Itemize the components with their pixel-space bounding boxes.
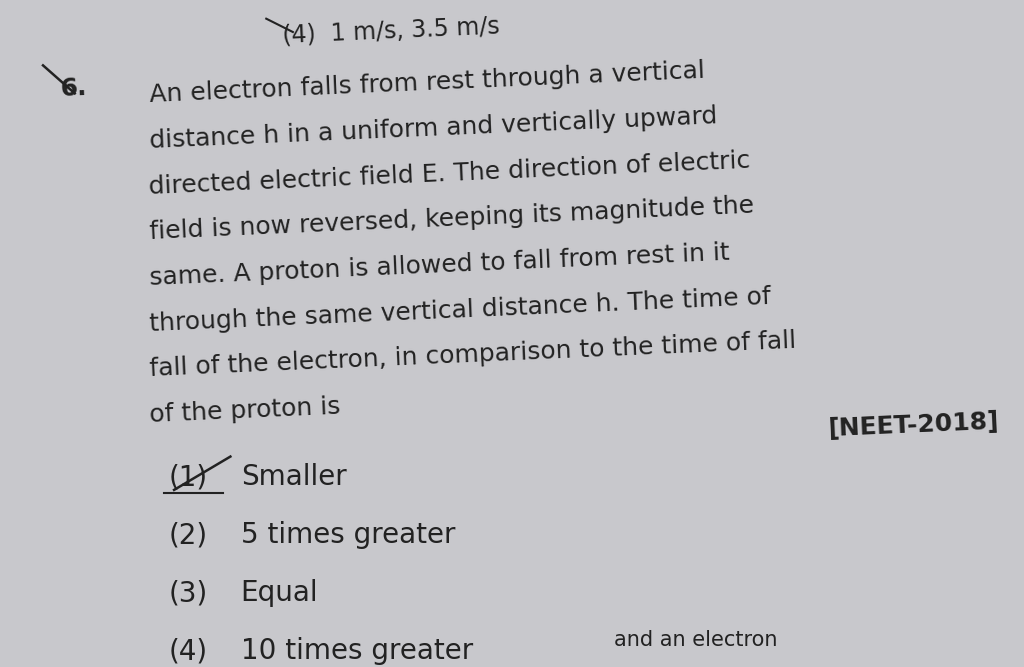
Text: and an electron: and an electron — [614, 630, 778, 650]
Text: field is now reversed, keeping its magnitude the: field is now reversed, keeping its magni… — [148, 194, 754, 244]
Text: same. A proton is allowed to fall from rest in it: same. A proton is allowed to fall from r… — [148, 241, 730, 290]
Text: (2): (2) — [169, 522, 208, 549]
Text: through the same vertical distance h. The time of: through the same vertical distance h. Th… — [148, 285, 771, 336]
Text: 6.: 6. — [59, 75, 87, 101]
Text: (1): (1) — [169, 463, 208, 491]
Text: [NEET-2018]: [NEET-2018] — [827, 410, 999, 442]
Text: fall of the electron, in comparison to the time of fall: fall of the electron, in comparison to t… — [148, 329, 797, 382]
Text: Smaller: Smaller — [241, 463, 346, 491]
Text: Equal: Equal — [241, 579, 318, 607]
Text: (3): (3) — [169, 579, 208, 607]
Text: 10 times greater: 10 times greater — [241, 638, 473, 665]
Text: An electron falls from rest through a vertical: An electron falls from rest through a ve… — [148, 59, 705, 107]
Text: 5 times greater: 5 times greater — [241, 522, 455, 549]
Text: (4)  1 m/s, 3.5 m/s: (4) 1 m/s, 3.5 m/s — [282, 14, 500, 47]
Text: directed electric field E. The direction of electric: directed electric field E. The direction… — [148, 149, 751, 199]
Text: (4): (4) — [169, 638, 208, 665]
Text: distance h in a uniform and vertically upward: distance h in a uniform and vertically u… — [148, 104, 718, 153]
Text: of the proton is: of the proton is — [148, 395, 340, 427]
